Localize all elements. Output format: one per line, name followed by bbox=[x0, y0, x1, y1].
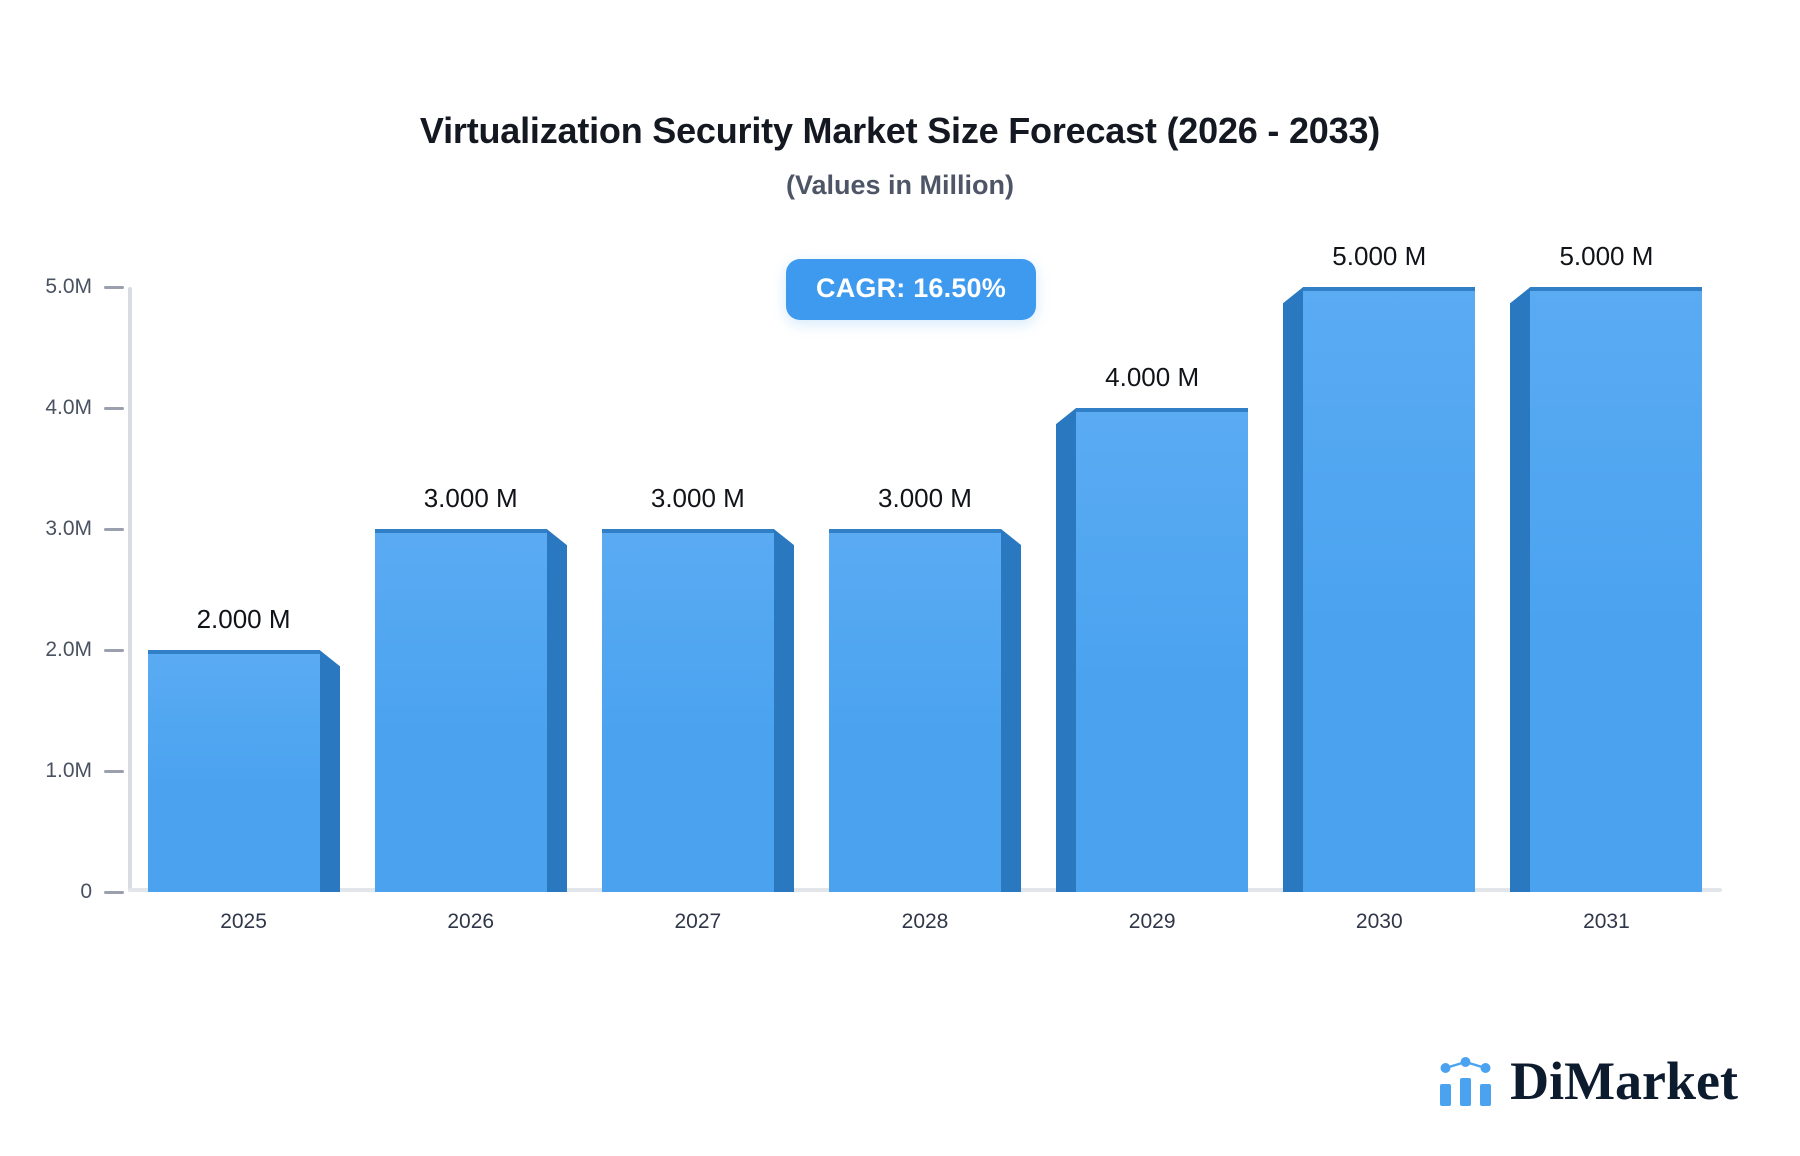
y-axis-tick: 3.0M bbox=[0, 517, 130, 541]
bar-side-face bbox=[1001, 545, 1021, 892]
bar-value-label: 3.000 M bbox=[423, 483, 518, 513]
bar-2026[interactable] bbox=[0, 529, 1800, 892]
x-axis-tick-label: 2027 bbox=[674, 910, 722, 933]
bar-value-label: 5.000 M bbox=[1332, 241, 1427, 271]
bar-top-edge bbox=[1530, 287, 1703, 291]
bar-top-bevel bbox=[1510, 287, 1531, 303]
bar-side-face bbox=[1283, 303, 1304, 892]
bar-top-edge bbox=[601, 529, 774, 533]
bar-front-face[interactable] bbox=[147, 650, 320, 892]
bar-2029[interactable] bbox=[0, 408, 1800, 892]
bar-side-face bbox=[546, 545, 567, 892]
bar-side-face bbox=[319, 666, 340, 892]
y-axis-tick: 4.0M bbox=[0, 396, 130, 420]
y-axis-tick-label: 4.0M bbox=[45, 396, 92, 419]
bar-top-edge bbox=[1303, 287, 1476, 291]
y-axis-tick: 2.0M bbox=[0, 638, 130, 662]
bar-top-edge bbox=[147, 650, 320, 654]
y-axis-tick-mark bbox=[104, 770, 124, 773]
bar-2031[interactable] bbox=[0, 287, 1800, 892]
y-axis-tick-label: 2.0M bbox=[45, 638, 92, 661]
logo-wordmark: DiMarket bbox=[1510, 1051, 1738, 1111]
bar-front-face[interactable] bbox=[1303, 287, 1476, 892]
chart-title: Virtualization Security Market Size Fore… bbox=[419, 110, 1381, 151]
x-axis-tick-label: 2031 bbox=[1583, 910, 1630, 933]
bar-front-face[interactable] bbox=[601, 529, 774, 892]
bar-value-label: 4.000 M bbox=[1105, 362, 1200, 392]
y-axis-tick-mark bbox=[104, 649, 124, 652]
y-axis-tick-label: 0 bbox=[80, 880, 92, 903]
y-axis-tick: 0 bbox=[0, 880, 130, 904]
bar-value-label: 3.000 M bbox=[650, 483, 745, 513]
bar-value-label: 2.000 M bbox=[196, 604, 291, 634]
bar-value-label: 5.000 M bbox=[1559, 241, 1654, 271]
bar-value-label: 3.000 M bbox=[878, 483, 972, 513]
bar-front-face[interactable] bbox=[1530, 287, 1703, 892]
y-axis-tick-mark bbox=[104, 891, 124, 894]
y-axis-tick-label: 5.0M bbox=[45, 275, 92, 298]
x-axis-tick-label: 2028 bbox=[901, 910, 949, 933]
y-axis-line bbox=[128, 287, 132, 891]
bar-2027[interactable] bbox=[0, 529, 1800, 892]
bar-chart-logo-icon bbox=[1440, 1057, 1492, 1106]
bar-front-face[interactable] bbox=[829, 529, 1001, 892]
cagr-badge: CAGR: 16.50% bbox=[786, 259, 1036, 320]
y-axis-tick-mark bbox=[104, 286, 124, 289]
y-axis-tick-mark bbox=[104, 407, 124, 410]
bar-front-face[interactable] bbox=[374, 529, 547, 892]
bar-2028[interactable] bbox=[0, 529, 1800, 892]
bar-top-edge bbox=[829, 529, 1001, 533]
bar-2025[interactable] bbox=[0, 650, 1800, 892]
y-axis-tick-mark bbox=[104, 528, 124, 531]
y-axis-tick: 1.0M bbox=[0, 759, 130, 783]
bar-2030[interactable] bbox=[0, 287, 1800, 892]
bar-side-face bbox=[1056, 424, 1077, 892]
bar-side-face bbox=[773, 545, 794, 892]
bar-top-edge bbox=[374, 529, 547, 533]
y-axis-tick-label: 3.0M bbox=[45, 517, 92, 540]
bar-front-face[interactable] bbox=[1076, 408, 1249, 892]
brand-logo: DiMarket bbox=[1438, 1054, 1738, 1108]
bar-top-edge bbox=[1076, 408, 1249, 412]
bar-side-face bbox=[1510, 303, 1531, 892]
x-axis-tick-label: 2030 bbox=[1355, 910, 1403, 933]
y-axis-tick: 5.0M bbox=[0, 275, 130, 299]
x-axis-tick-label: 2026 bbox=[447, 910, 495, 933]
chart-subtitle: (Values in Million) bbox=[785, 170, 1015, 200]
y-axis-tick-label: 1.0M bbox=[45, 759, 92, 782]
x-axis-tick-label: 2029 bbox=[1128, 910, 1176, 933]
x-axis-tick-label: 2025 bbox=[220, 910, 267, 933]
